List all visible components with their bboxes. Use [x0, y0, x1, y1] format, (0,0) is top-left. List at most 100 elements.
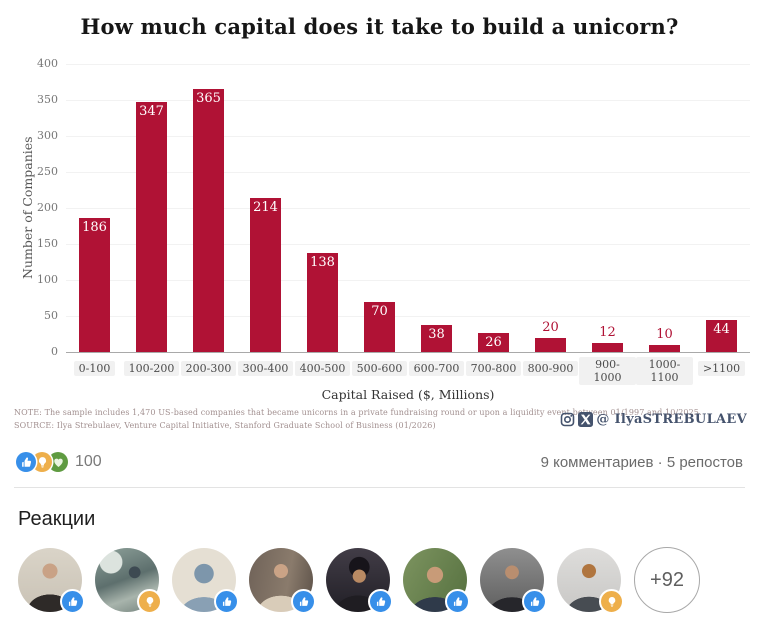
- reactions-heading: Реакции: [18, 508, 96, 530]
- x-tick-300-400: 300-400: [237, 361, 294, 376]
- x-twitter-icon: [578, 412, 594, 427]
- insightful-reaction-icon[interactable]: [32, 452, 52, 472]
- insightful-badge-icon: [599, 589, 624, 614]
- gridline-150: [66, 244, 750, 245]
- bar-900-1000: [592, 343, 623, 352]
- like-reaction-icon[interactable]: [16, 452, 36, 472]
- reaction-icon-stack: [16, 452, 68, 472]
- y-tick-0: 0: [51, 345, 58, 358]
- bar-value-300-400: 214: [253, 199, 278, 215]
- instagram-icon: [560, 412, 575, 427]
- like-badge-icon: [445, 589, 470, 614]
- reactor-avatar-5[interactable]: [326, 548, 393, 614]
- chart-footnote: NOTE: The sample includes 1,470 US-based…: [14, 406, 702, 432]
- section-divider: [14, 487, 745, 488]
- bar-slot-600-700: 38: [408, 64, 465, 352]
- gridline-300: [66, 136, 750, 137]
- gridline-0: [66, 352, 750, 353]
- more-reactors-button[interactable]: +92: [634, 547, 700, 613]
- comments-reposts-link[interactable]: 9 комментариев · 5 репостов: [540, 453, 743, 471]
- x-tick-slot: 800-900: [522, 357, 579, 385]
- bar->1100: [706, 320, 737, 352]
- gridline-350: [66, 100, 750, 101]
- y-tick-100: 100: [37, 273, 58, 286]
- note-line: NOTE: The sample includes 1,470 US-based…: [14, 408, 702, 417]
- gridline-50: [66, 316, 750, 317]
- bar-700-800: [478, 333, 509, 352]
- reactor-avatar-8[interactable]: [557, 548, 624, 614]
- bar-value-400-500: 138: [310, 254, 335, 270]
- reactor-avatar-2[interactable]: [95, 548, 162, 614]
- y-tick-250: 250: [37, 165, 58, 178]
- reactors-avatar-row: +92: [18, 547, 759, 614]
- x-tick-slot: 0-100: [66, 357, 123, 385]
- x-tick-slot: 200-300: [180, 357, 237, 385]
- bar-value-900-1000: 12: [599, 325, 616, 341]
- x-tick-1000-1100: 1000-1100: [636, 357, 693, 385]
- x-tick-0-100: 0-100: [73, 361, 116, 376]
- like-badge-icon: [214, 589, 239, 614]
- reactor-avatar-3[interactable]: [172, 548, 239, 614]
- bar-value-800-900: 20: [542, 319, 559, 335]
- avatar-photo: [172, 548, 236, 612]
- x-tick->1100: >1100: [697, 361, 746, 376]
- bar-slot-400-500: 138: [294, 64, 351, 352]
- y-tick-200: 200: [37, 201, 58, 214]
- gridline-400: [66, 64, 750, 65]
- bar-slot-0-100: 186: [66, 64, 123, 352]
- x-tick-slot: 400-500: [294, 357, 351, 385]
- bar-slot-500-600: 70: [351, 64, 408, 352]
- author-handle: @ IlyaSTREBULAEV: [560, 412, 747, 427]
- insightful-badge-icon: [137, 589, 162, 614]
- y-tick-150: 150: [37, 237, 58, 250]
- post-image-chart: How much capital does it take to build a…: [14, 14, 750, 432]
- bar-1000-1100: [649, 344, 680, 352]
- bar-slot->1100: 44: [693, 64, 750, 352]
- like-badge-icon: [291, 589, 316, 614]
- chart-title: How much capital does it take to build a…: [80, 14, 679, 39]
- x-tick-100-200: 100-200: [123, 361, 180, 376]
- reactor-avatar-4[interactable]: [249, 548, 316, 614]
- bar-slot-100-200: 347: [123, 64, 180, 352]
- support-reaction-icon[interactable]: [48, 452, 68, 472]
- reactor-avatar-1[interactable]: [18, 548, 85, 614]
- x-tick-600-700: 600-700: [408, 361, 465, 376]
- source-line: SOURCE: Ilya Strebulaev, Venture Capital…: [14, 421, 436, 430]
- x-tick-700-800: 700-800: [465, 361, 522, 376]
- bar-value-200-300: 365: [196, 91, 221, 107]
- bar-value-1000-1100: 10: [656, 326, 673, 342]
- gridline-200: [66, 208, 750, 209]
- reactor-avatar-7[interactable]: [480, 548, 547, 614]
- x-tick-slot: >1100: [693, 357, 750, 385]
- x-tick-800-900: 800-900: [522, 361, 579, 376]
- bar-value-600-700: 38: [428, 326, 445, 342]
- bar-200-300: [193, 89, 224, 352]
- y-tick-350: 350: [37, 93, 58, 106]
- bar-value-100-200: 347: [139, 104, 164, 120]
- gridline-100: [66, 280, 750, 281]
- bar-slot-900-1000: 12: [579, 64, 636, 352]
- x-tick-slot: 500-600: [351, 357, 408, 385]
- y-tick-300: 300: [37, 129, 58, 142]
- engagement-bar: 100 9 комментариев · 5 репостов: [0, 447, 759, 477]
- bar-300-400: [250, 197, 281, 352]
- reactor-avatar-6[interactable]: [403, 548, 470, 614]
- reactions-summary[interactable]: 100: [16, 452, 102, 472]
- x-tick-500-600: 500-600: [351, 361, 408, 376]
- x-tick-slot: 1000-1100: [636, 357, 693, 385]
- bar-value-0-100: 186: [82, 220, 107, 236]
- bar-600-700: [421, 324, 452, 352]
- like-badge-icon: [522, 589, 547, 614]
- reactions-count[interactable]: 100: [75, 453, 102, 470]
- y-tick-50: 50: [44, 309, 58, 322]
- bar-400-500: [307, 252, 338, 352]
- bar-slot-800-900: 20: [522, 64, 579, 352]
- handle-text: @ IlyaSTREBULAEV: [596, 412, 747, 427]
- x-tick-slot: 700-800: [465, 357, 522, 385]
- x-tick-slot: 600-700: [408, 357, 465, 385]
- x-tick-slot: 100-200: [123, 357, 180, 385]
- gridline-250: [66, 172, 750, 173]
- bar-slot-1000-1100: 10: [636, 64, 693, 352]
- like-badge-icon: [60, 589, 85, 614]
- x-axis-ticks: 0-100 100-200 200-300 300-400 400-500 500-600…: [66, 357, 750, 385]
